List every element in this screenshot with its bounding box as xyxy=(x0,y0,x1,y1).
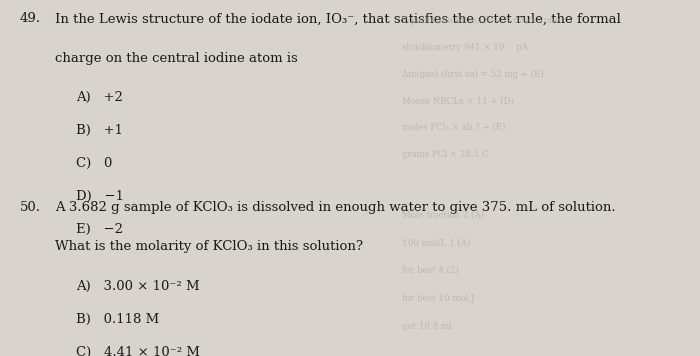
Text: A)   +2: A) +2 xyxy=(76,91,122,104)
Text: for best 4 (2): for best 4 (2) xyxy=(402,265,459,274)
Text: Mole fraction 2 (A): Mole fraction 2 (A) xyxy=(402,210,484,219)
Text: 100 mol/L 1 (A): 100 mol/L 1 (A) xyxy=(402,239,471,247)
Text: for best 10 mol J: for best 10 mol J xyxy=(402,294,475,303)
Text: Equilibrium 49 go (K+) s makes one: Equilibrium 49 go (K+) s makes one xyxy=(402,16,560,25)
Text: moles PCl₃ × ab.? + (E): moles PCl₃ × ab.? + (E) xyxy=(402,123,506,132)
Text: A 3.682 g sample of KClO₃ is dissolved in enough water to give 375. mL of soluti: A 3.682 g sample of KClO₃ is dissolved i… xyxy=(55,201,615,214)
Text: grams PCl × 28.5 C: grams PCl × 28.5 C xyxy=(402,150,489,158)
Text: B)   +1: B) +1 xyxy=(76,124,122,137)
Text: 50.: 50. xyxy=(20,201,41,214)
Text: In the Lewis structure of the iodate ion, IO₃⁻, that satisfies the octet rule, t: In the Lewis structure of the iodate ion… xyxy=(55,12,620,26)
Text: 49.: 49. xyxy=(20,12,41,26)
Text: E)   −2: E) −2 xyxy=(76,223,122,236)
Text: get 10.8 ml: get 10.8 ml xyxy=(402,322,452,331)
Text: C)   0: C) 0 xyxy=(76,157,112,170)
Text: A)   3.00 × 10⁻² M: A) 3.00 × 10⁻² M xyxy=(76,279,200,293)
Text: D)   −1: D) −1 xyxy=(76,190,124,203)
Text: What is the molarity of KClO₃ in this solution?: What is the molarity of KClO₃ in this so… xyxy=(55,240,363,253)
Text: Δm(gas) (first so) = 52 mg + (E): Δm(gas) (first so) = 52 mg + (E) xyxy=(402,69,545,79)
Text: Mosse NRCLs × 11 + (D): Mosse NRCLs × 11 + (D) xyxy=(402,96,514,105)
Text: C)   4.41 × 10⁻² M: C) 4.41 × 10⁻² M xyxy=(76,346,200,356)
Text: stoichiometry 941 × 10⁻´ pA: stoichiometry 941 × 10⁻´ pA xyxy=(402,43,528,52)
Text: charge on the central iodine atom is: charge on the central iodine atom is xyxy=(55,52,298,65)
Text: B)   0.118 M: B) 0.118 M xyxy=(76,313,159,326)
